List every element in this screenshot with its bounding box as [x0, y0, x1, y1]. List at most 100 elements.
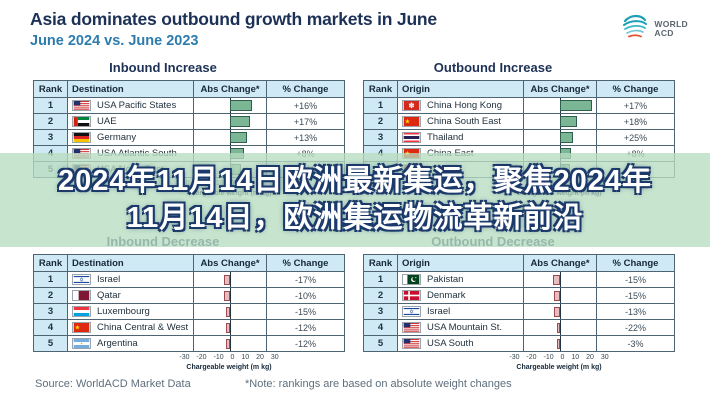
page-subtitle: June 2024 vs. June 2023 — [30, 33, 199, 49]
axis-ticks: -30 -20 -10 0 10 20 30 — [509, 354, 609, 361]
pct-change-cell: -22% — [596, 319, 675, 336]
pct-change-cell: +13% — [266, 129, 345, 146]
increase-bar — [230, 132, 247, 143]
increase-bar — [560, 116, 577, 127]
pct-change-cell: -15% — [596, 271, 675, 288]
ae-flag-icon — [72, 116, 91, 127]
column-header: Abs Change* — [193, 80, 267, 98]
column-header: Rank — [33, 254, 68, 272]
rank-cell: 1 — [33, 271, 68, 288]
market-cell: USA South — [397, 335, 524, 352]
market-label: USA Mountain St. — [427, 322, 502, 333]
column-header: Rank — [363, 254, 398, 272]
decrease-bar — [557, 323, 560, 333]
market-label: Israel — [427, 306, 451, 317]
us-flag-icon — [402, 322, 421, 333]
pct-change-cell: -17% — [266, 271, 345, 288]
decrease-bar — [225, 339, 230, 349]
column-header: Origin — [397, 254, 524, 272]
table-row: 1 Pakistan -15% — [363, 271, 675, 288]
table-row: 5 USA South -3% — [363, 335, 675, 352]
logo-word-world: WORLD — [654, 18, 688, 29]
market-label: UAE — [97, 116, 117, 127]
column-header: % Change — [266, 254, 345, 272]
pct-change-cell: -10% — [266, 287, 345, 304]
axis-label: Chargeable weight (m kg) — [516, 364, 602, 371]
column-header: Destination — [67, 254, 194, 272]
hk-flag-icon: ✽ — [402, 100, 421, 111]
decrease-bar — [225, 323, 230, 333]
zero-axis-line — [560, 336, 561, 351]
abs-change-bar-cell — [193, 113, 267, 130]
banner-line-1: 2024年11月14日欧洲最新集运，聚焦2024年 — [58, 165, 652, 197]
rank-cell: 4 — [363, 319, 398, 336]
table-row: 2 Qatar -10% — [33, 287, 345, 304]
market-label: Denmark — [427, 290, 466, 301]
svg-text:✡: ✡ — [79, 278, 83, 284]
rank-cell: 2 — [33, 113, 68, 130]
table-header-row: Rank Origin Abs Change*% Change — [363, 254, 675, 272]
pct-change-cell: -13% — [596, 303, 675, 320]
market-cell: USA Mountain St. — [397, 319, 524, 336]
us-flag-icon — [72, 100, 91, 111]
table-row: 3 Germany +13% — [33, 129, 345, 146]
worldacd-logo-text: WORLD ACD — [654, 18, 688, 38]
rank-cell: 2 — [363, 287, 398, 304]
market-cell: Luxembourg — [67, 303, 194, 320]
cn-flag-icon: ★ — [72, 322, 91, 333]
banner-line-2: 11月14日，欧洲集运物流革新前沿 — [126, 202, 584, 234]
zero-axis-line — [560, 272, 561, 287]
abs-change-bar-cell — [523, 319, 597, 336]
il-flag-icon: ✡ — [402, 306, 421, 317]
market-label: Argentina — [97, 338, 138, 349]
abs-change-bar-cell — [523, 97, 597, 114]
abs-change-bar-cell — [523, 271, 597, 288]
increase-bar — [560, 100, 593, 111]
column-header: Rank — [33, 80, 68, 98]
market-cell: Pakistan — [397, 271, 524, 288]
pct-change-cell: -3% — [596, 335, 675, 352]
market-label: China South East — [427, 116, 501, 127]
rank-cell: 1 — [33, 97, 68, 114]
table-row: 3 ✡ Israel -13% — [363, 303, 675, 320]
chinese-text-banner: 2024年11月14日欧洲最新集运，聚焦2024年 11月14日，欧洲集运物流革… — [0, 153, 710, 247]
outbound-decrease-table: Rank Origin Abs Change*% Change 1 Pakistan -1… — [363, 254, 675, 352]
table-header-row: Rank Origin Abs Change*% Change — [363, 80, 675, 98]
decrease-bar — [557, 339, 560, 349]
market-label: USA Pacific States — [97, 100, 177, 111]
abs-change-bar-cell — [193, 271, 267, 288]
pct-change-cell: -12% — [266, 319, 345, 336]
abs-change-bar-cell — [193, 97, 267, 114]
increase-bar — [230, 116, 250, 127]
market-cell: UAE — [67, 113, 194, 130]
column-header: % Change — [596, 80, 675, 98]
inbound-decrease-table: Rank Destination Abs Change*% Change 1 ✡ Isra… — [33, 254, 345, 352]
pk-flag-icon — [402, 274, 421, 285]
table-row: 2 Denmark -15% — [363, 287, 675, 304]
market-cell: ★ China Central & West — [67, 319, 194, 336]
column-header: % Change — [596, 254, 675, 272]
axis-label: Chargeable weight (m kg) — [186, 364, 272, 371]
zero-axis-line — [230, 304, 231, 319]
pct-change-cell: -15% — [596, 287, 675, 304]
market-cell: Qatar — [67, 287, 194, 304]
market-cell: ✽ China Hong Kong — [397, 97, 524, 114]
table-row: 2 UAE +17% — [33, 113, 345, 130]
abs-change-bar-cell — [193, 303, 267, 320]
decrease-bar — [225, 307, 230, 317]
worldacd-logo: WORLD ACD — [620, 12, 688, 45]
ar-flag-icon — [72, 338, 91, 349]
abs-change-bar-cell — [523, 287, 597, 304]
rank-cell: 2 — [33, 287, 68, 304]
pct-change-cell: +16% — [266, 97, 345, 114]
abs-change-bar-cell — [193, 319, 267, 336]
abs-change-bar-cell — [523, 303, 597, 320]
market-cell: USA Pacific States — [67, 97, 194, 114]
market-label: China Hong Kong — [427, 100, 502, 111]
table-row: 4 USA Mountain St. -22% — [363, 319, 675, 336]
pct-change-cell: +17% — [266, 113, 345, 130]
qa-flag-icon — [72, 290, 91, 301]
market-cell: Germany — [67, 129, 194, 146]
